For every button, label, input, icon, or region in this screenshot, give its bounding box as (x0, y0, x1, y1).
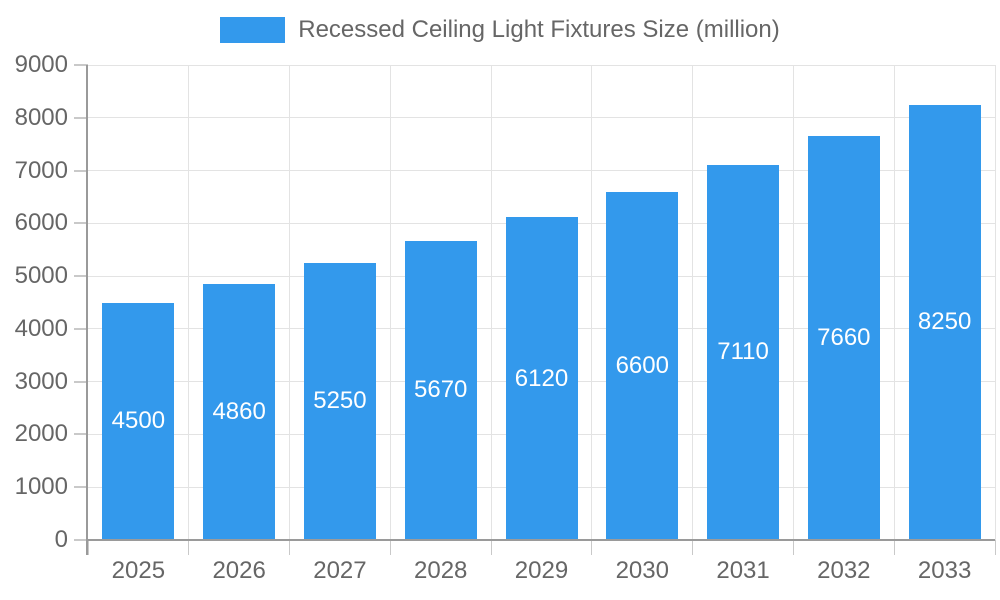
gridline-vertical (994, 65, 996, 540)
y-axis-tick (74, 275, 88, 278)
x-tick-label: 2031 (716, 557, 770, 584)
x-axis-tick (792, 540, 794, 555)
bar (505, 217, 578, 540)
bar (606, 191, 679, 540)
x-tick-label: 2030 (615, 557, 669, 584)
y-tick-label: 3000 (14, 367, 68, 395)
y-axis-tick (74, 433, 88, 436)
legend-label: Recessed Ceiling Light Fixtures Size (mi… (298, 16, 780, 43)
x-axis-tick (490, 540, 492, 555)
y-tick-label: 8000 (14, 103, 68, 131)
bar-value-label: 5250 (313, 387, 367, 415)
x-axis-tick (591, 540, 593, 555)
bar-value-label: 4860 (212, 397, 266, 425)
y-tick-label: 7000 (14, 156, 68, 184)
y-axis-tick (74, 116, 88, 119)
y-axis-tick (74, 380, 88, 383)
x-tick-label: 2028 (414, 557, 468, 584)
y-axis-tick (74, 486, 88, 489)
x-tick-label: 2029 (514, 557, 569, 584)
bar-value-label: 5670 (414, 376, 468, 404)
x-axis-tick (188, 540, 190, 555)
gridline-horizontal (88, 64, 995, 66)
x-tick-label: 2026 (212, 557, 266, 584)
bar-value-label: 7660 (817, 323, 871, 351)
x-tick-label: 2033 (917, 557, 972, 584)
y-axis-tick (74, 169, 88, 172)
bar (807, 135, 880, 540)
gridline-vertical (389, 65, 391, 540)
bar (404, 240, 477, 540)
bar-value-label: 7110 (717, 338, 769, 366)
x-axis-tick (87, 540, 89, 555)
y-tick-label: 6000 (14, 209, 68, 237)
gridline-vertical (490, 65, 492, 540)
x-tick-label: 2032 (817, 557, 871, 584)
bar (707, 164, 780, 540)
gridline-vertical (289, 65, 291, 540)
y-tick-label: 5000 (14, 262, 68, 290)
gridline-horizontal (88, 117, 995, 119)
x-tick-label: 2027 (313, 557, 367, 584)
y-axis-tick (74, 539, 88, 541)
y-tick-label: 4000 (14, 314, 68, 342)
bar (102, 302, 175, 540)
x-axis-tick (994, 540, 996, 555)
gridline-horizontal (88, 170, 995, 172)
bar (203, 283, 276, 540)
bar (908, 104, 981, 540)
y-tick-label: 9000 (14, 51, 68, 78)
x-axis-tick (389, 540, 391, 555)
gridline-vertical (893, 65, 895, 540)
y-tick-label: 0 (54, 526, 68, 553)
gridline-vertical (591, 65, 593, 540)
x-axis-line (86, 539, 995, 541)
gridline-vertical (792, 65, 794, 540)
legend-item[interactable]: Recessed Ceiling Light Fixtures Size (mi… (0, 16, 1000, 44)
gridline-vertical (188, 65, 190, 540)
bar-value-label: 6120 (514, 364, 569, 392)
y-tick-label: 1000 (14, 473, 68, 501)
y-axis-tick (74, 327, 88, 330)
y-axis-tick (74, 64, 88, 66)
y-tick-label: 2000 (14, 420, 68, 448)
legend-swatch (220, 17, 286, 43)
bar-value-label: 4500 (111, 407, 166, 435)
x-axis-tick (692, 540, 694, 555)
x-axis-tick (289, 540, 291, 555)
y-axis-tick (74, 222, 88, 225)
y-axis-line (86, 65, 88, 555)
bar (303, 262, 376, 540)
bar-value-label: 6600 (615, 351, 669, 379)
x-axis-tick (893, 540, 895, 555)
gridline-vertical (692, 65, 694, 540)
bar-value-label: 8250 (917, 308, 972, 336)
x-tick-label: 2025 (111, 557, 166, 584)
